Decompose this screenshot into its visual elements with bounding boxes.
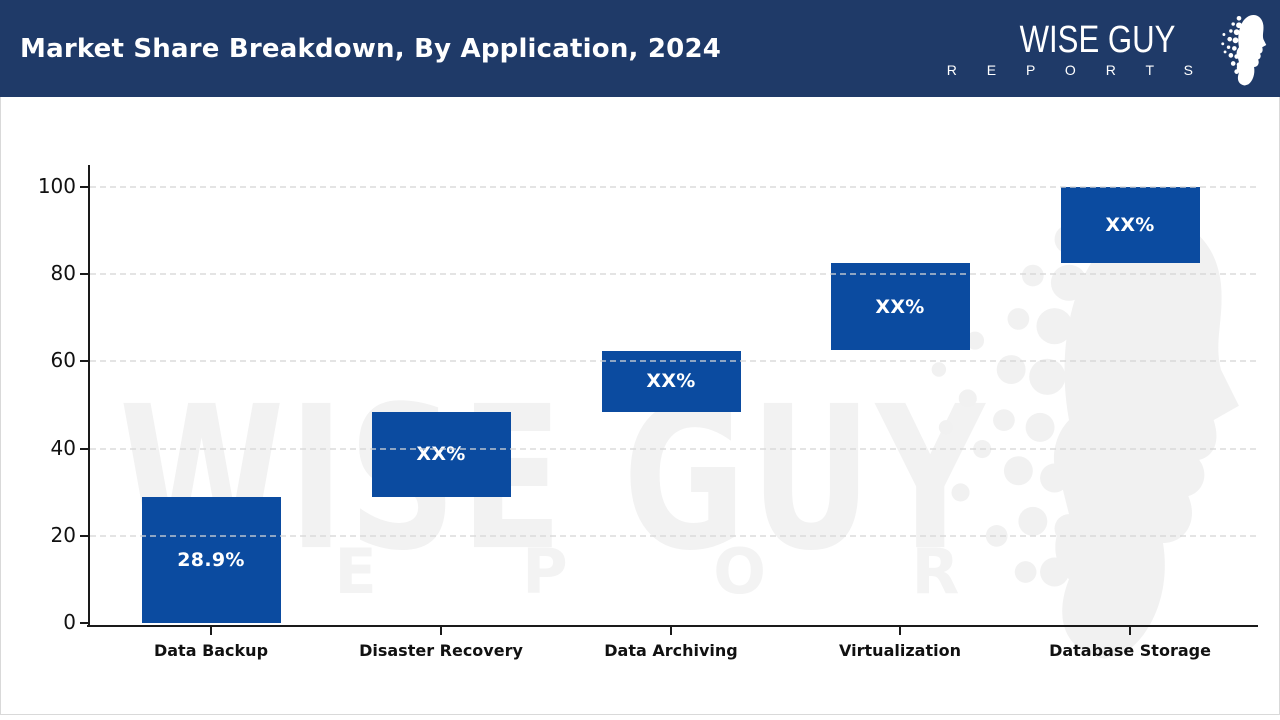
wiseguy-logo: WISE GUY R E P O R T S bbox=[941, 0, 1268, 97]
watermark-face bbox=[931, 219, 1239, 659]
logo-text: WISE GUY R E P O R T S bbox=[941, 21, 1206, 77]
logo-wordmark: WISE GUY bbox=[1019, 18, 1176, 61]
logo-face-icon bbox=[1221, 14, 1267, 86]
logo-reports-label: R E P O R T S bbox=[946, 61, 1206, 78]
page-title: Market Share Breakdown, By Application, … bbox=[20, 33, 722, 64]
header: Market Share Breakdown, By Application, … bbox=[0, 0, 1280, 97]
